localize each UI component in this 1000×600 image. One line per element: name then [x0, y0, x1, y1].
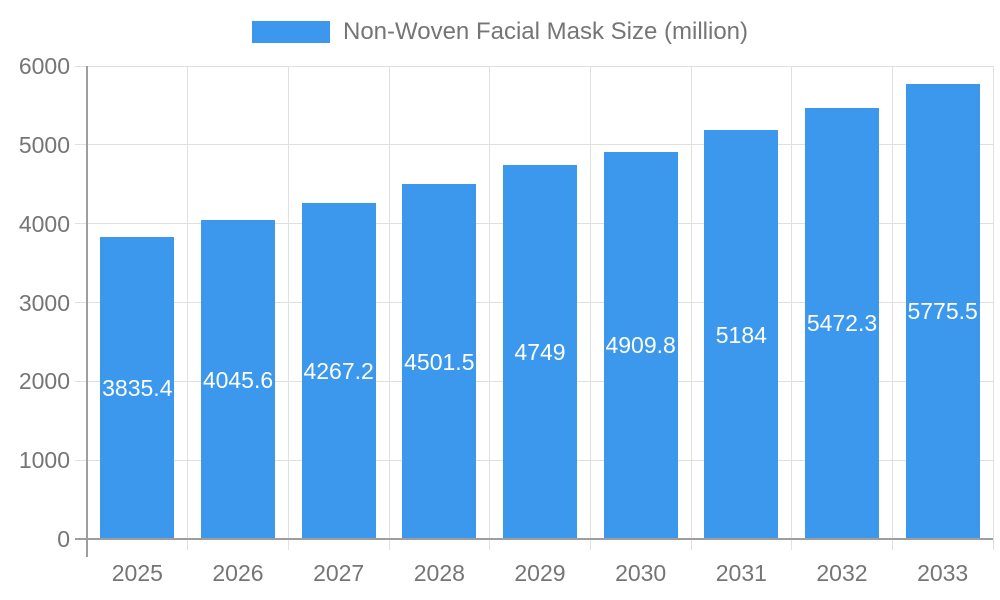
bar: 4501.5: [402, 184, 477, 539]
v-gridline: [187, 66, 189, 550]
h-gridline: [75, 65, 993, 67]
h-gridline: [75, 144, 993, 146]
y-axis-label: 2000: [18, 368, 70, 395]
v-gridline: [388, 66, 390, 550]
y-axis-label: 6000: [18, 53, 70, 79]
x-axis-label: 2025: [111, 560, 163, 586]
bar-value-label: 4749: [514, 338, 566, 365]
x-axis-label: 2031: [715, 560, 767, 586]
x-axis-label: 2033: [917, 560, 969, 586]
x-axis-label: 2027: [313, 560, 365, 586]
v-gridline: [791, 66, 793, 550]
bar: 5775.5: [905, 83, 980, 539]
bar: 3835.4: [100, 236, 175, 539]
y-axis-label: 0: [57, 526, 70, 552]
bar: 4909.8: [603, 151, 678, 539]
bar-value-label: 4267.2: [303, 357, 374, 384]
bar: 4045.6: [201, 220, 275, 539]
y-axis-line: [86, 66, 88, 557]
x-axis-label: 2026: [212, 560, 264, 586]
x-axis-label: 2032: [816, 560, 868, 586]
bar: 4749: [503, 164, 577, 539]
bar: 4267.2: [301, 202, 376, 539]
bar: 5472.3: [805, 107, 879, 539]
plot-area: 3835.4 4045.6 4267.2 4501.5 4749 4909.8 5184 54…: [19, 53, 994, 586]
bar-value-label: 4501.5: [404, 348, 475, 375]
bar-value-label: 5184: [715, 321, 767, 348]
bar-value-label: 5472.3: [806, 310, 878, 337]
legend-label: Non-Woven Facial Mask Size (million): [343, 18, 748, 45]
legend-swatch: [252, 21, 330, 43]
v-gridline: [489, 66, 491, 550]
bar-value-label: 4045.6: [202, 366, 274, 393]
y-axis-label: 3000: [18, 289, 70, 316]
legend: Non-Woven Facial Mask Size (million): [0, 18, 1000, 46]
bar: 5184: [704, 130, 779, 539]
bar-value-label: 4909.8: [605, 332, 676, 359]
bar-value-label: 5775.5: [907, 298, 978, 325]
v-gridline: [287, 66, 289, 550]
v-gridline: [589, 66, 591, 550]
v-gridline: [891, 66, 893, 550]
x-axis-label: 2029: [514, 560, 566, 586]
x-axis-label: 2028: [413, 560, 465, 586]
y-axis-label: 4000: [18, 210, 70, 237]
y-axis-label: 5000: [18, 131, 70, 158]
x-axis-label: 2030: [615, 560, 667, 586]
bar-value-label: 3835.4: [102, 374, 173, 401]
x-axis-line: [75, 538, 993, 540]
v-gridline: [690, 66, 692, 550]
y-axis-label: 1000: [18, 447, 70, 474]
v-gridline: [992, 66, 994, 550]
